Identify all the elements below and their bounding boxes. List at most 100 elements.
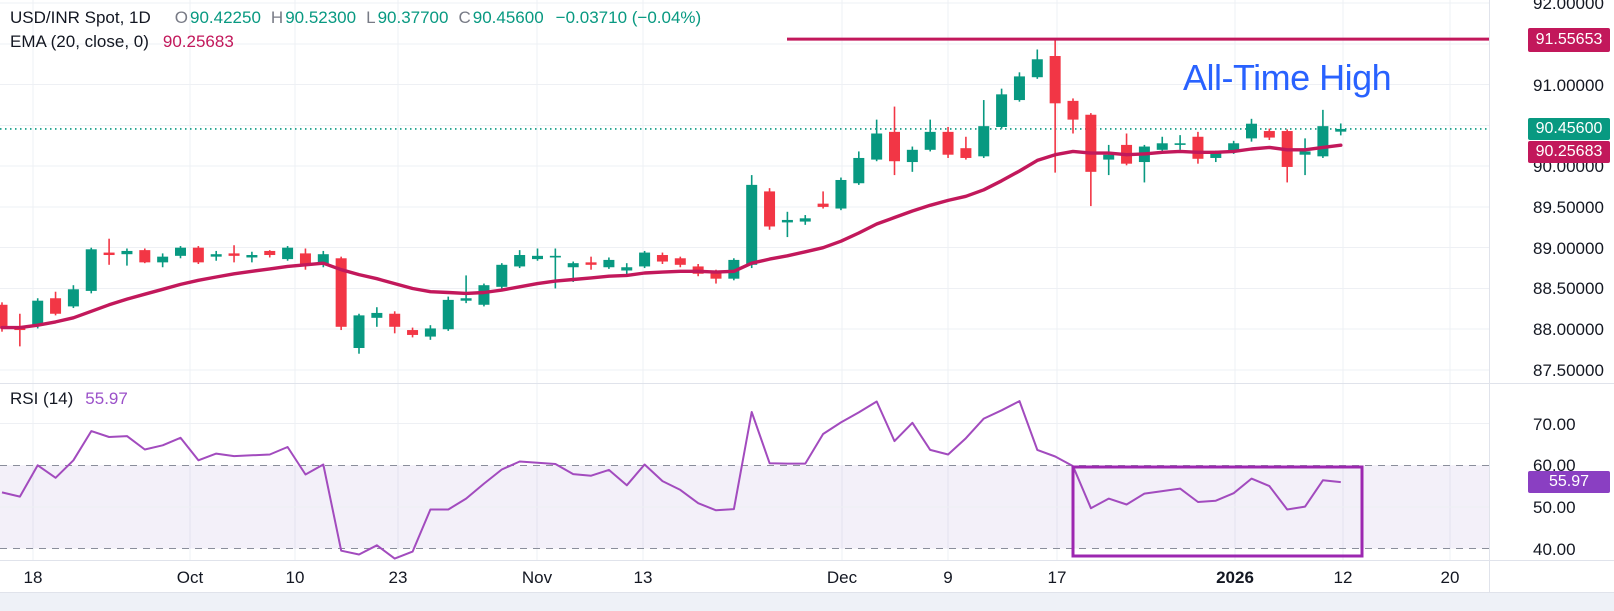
- pane-divider-main-rsi[interactable]: [0, 383, 1614, 384]
- time-axis-label: 10: [285, 568, 305, 587]
- candle-body: [764, 191, 776, 227]
- candle-body: [567, 263, 579, 268]
- candle-body: [639, 252, 651, 267]
- chart-canvas[interactable]: [0, 0, 1489, 560]
- rsi-highlight-box[interactable]: [1071, 465, 1364, 558]
- candle-body: [514, 255, 526, 267]
- ema-legend-row[interactable]: EMA (20, close, 0) 90.25683: [10, 32, 234, 52]
- candle-body: [282, 247, 294, 260]
- all-time-high-annotation[interactable]: All-Time High: [1183, 57, 1392, 98]
- change-readout: −0.03710 (−0.04%): [555, 8, 702, 27]
- candle-body: [835, 179, 847, 209]
- ath-price-badge: 91.55653: [1528, 28, 1610, 53]
- candle-body: [424, 328, 436, 337]
- candle-body: [175, 247, 186, 256]
- candle-body: [210, 254, 222, 257]
- candle-body: [960, 148, 972, 158]
- candle-body: [996, 94, 1008, 127]
- candle-body: [317, 254, 329, 265]
- price-axis[interactable]: 92.00000 91.00000 90.00000 89.50000 89.00000…: [1490, 0, 1614, 592]
- rsi-axis-label: 50.00: [1533, 497, 1576, 517]
- rsi-line[interactable]: [1, 400, 1341, 560]
- candle-body: [299, 253, 311, 265]
- price-axis-label: 89.50000: [1533, 197, 1604, 217]
- candle-body: [228, 253, 240, 256]
- candle-body: [496, 264, 508, 287]
- candle-body: [1228, 143, 1240, 152]
- time-axis[interactable]: 18 Oct 10 23 Nov 13 Dec 9 17 2026 12 20: [0, 560, 1489, 592]
- candle-body: [442, 299, 454, 330]
- candle-body: [67, 289, 79, 307]
- candle-body: [85, 249, 97, 291]
- rsi-axis-label: 60.00: [1533, 456, 1576, 476]
- candle-body: [1067, 100, 1079, 120]
- candle-body: [1103, 154, 1115, 160]
- time-axis-label: Dec: [826, 568, 858, 587]
- candle-body: [1335, 128, 1347, 132]
- symbol-title: USD/INR Spot, 1D: [10, 8, 151, 27]
- candle-body: [532, 255, 543, 260]
- candle-body: [192, 247, 204, 263]
- price-axis-label: 91.00000: [1533, 75, 1604, 95]
- candle-body: [1299, 151, 1311, 155]
- candle-body: [1174, 143, 1186, 145]
- candle-body: [1317, 126, 1329, 157]
- rsi-axis-label: 40.00: [1533, 539, 1576, 559]
- candle-body: [460, 298, 472, 301]
- candle-body: [389, 313, 401, 327]
- ohlc-value: 90.42250: [190, 8, 261, 27]
- ohlc-value: 90.45600: [472, 8, 544, 27]
- candle-body: [1156, 143, 1168, 150]
- price-axis-label: 88.50000: [1533, 279, 1604, 299]
- time-axis-label: 2026: [1216, 568, 1254, 587]
- candle-body: [906, 149, 918, 163]
- candle-body: [924, 131, 936, 150]
- candle-body: [942, 131, 954, 155]
- symbol-legend-row[interactable]: USD/INR Spot, 1D O 90.42250 H 90.52300 L 90.37…: [10, 8, 701, 28]
- time-axis-label: 18: [23, 568, 43, 587]
- candle-body: [478, 285, 490, 305]
- time-axis-label: 12: [1333, 568, 1353, 587]
- time-axis-label: 9: [943, 568, 953, 587]
- candle-body: [103, 252, 115, 256]
- footer-strip: [0, 593, 1614, 611]
- ohlc-key: O: [174, 8, 188, 27]
- last-price-badge: 90.45600: [1528, 117, 1610, 140]
- candle-body: [371, 312, 383, 318]
- candle-body: [50, 298, 62, 314]
- candle-body: [264, 250, 276, 256]
- ohlc-value: 90.52300: [285, 8, 357, 27]
- candle-body: [1210, 153, 1222, 158]
- time-axis-label: 20: [1440, 568, 1460, 587]
- rsi-value: 55.97: [85, 389, 128, 408]
- ohlc-key: C: [458, 8, 471, 27]
- ema-value-badge: 90.25683: [1528, 140, 1610, 163]
- ohlc-value: 90.37700: [377, 8, 449, 27]
- ema-line[interactable]: [0, 143, 1343, 330]
- candle-body: [585, 262, 597, 265]
- candle-body: [157, 256, 169, 263]
- candle-body: [353, 315, 365, 348]
- rsi-legend-row[interactable]: RSI (14) 55.97: [10, 389, 128, 409]
- candle-body: [139, 250, 151, 263]
- candle-body: [603, 259, 615, 268]
- candle-body: [889, 131, 900, 162]
- candle-body: [710, 271, 722, 279]
- price-axis-label: 92.00000: [1533, 0, 1604, 13]
- ohlc-readout: O 90.42250 H 90.52300 L 90.37700 C 90.45600: [165, 8, 544, 27]
- candle-body: [1049, 56, 1061, 104]
- candle-body: [799, 218, 811, 222]
- candle-body: [978, 126, 990, 157]
- ema-label: EMA (20, close, 0): [10, 32, 149, 51]
- ema-value: 90.25683: [162, 32, 234, 51]
- candle-body: [121, 250, 133, 255]
- price-axis-label: 87.50000: [1533, 361, 1604, 381]
- price-axis-separator: [1489, 0, 1490, 592]
- candle-body: [407, 330, 419, 335]
- candle-body: [817, 203, 829, 207]
- candle-body: [335, 258, 347, 327]
- rsi-axis-label: 70.00: [1533, 414, 1576, 434]
- candle-body: [621, 267, 633, 271]
- candle-body: [781, 219, 793, 223]
- candle-body: [1085, 114, 1097, 172]
